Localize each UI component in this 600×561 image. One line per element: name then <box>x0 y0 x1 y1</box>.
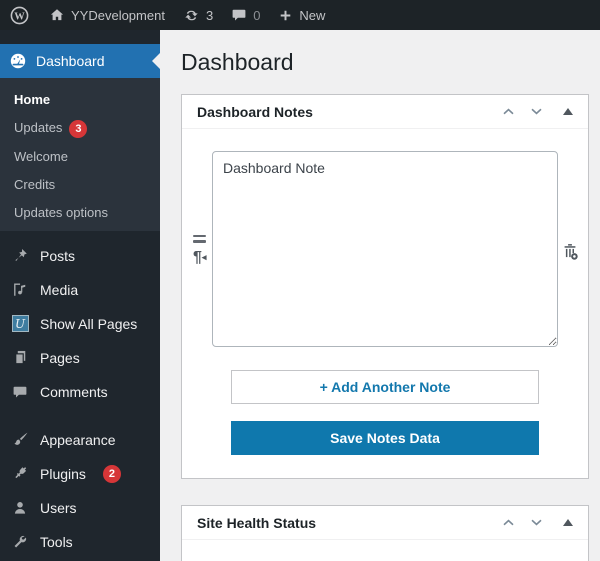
new-content-menu[interactable]: New <box>269 0 334 30</box>
updates-menu[interactable]: 3 <box>174 0 222 30</box>
sidebar-item-show-all-pages[interactable]: U Show All Pages <box>0 307 160 341</box>
admin-sidebar: Dashboard Home Updates 3 Welcome Credits … <box>0 30 160 561</box>
panel-title: Dashboard Notes <box>197 103 313 120</box>
sidebar-item-users[interactable]: Users <box>0 491 160 525</box>
menu-separator <box>0 409 160 423</box>
move-up-button[interactable] <box>501 104 516 119</box>
submenu-item-welcome[interactable]: Welcome <box>0 143 160 171</box>
sidebar-item-label: Media <box>40 281 79 298</box>
show-all-pages-plugin-icon: U <box>11 315 29 333</box>
submenu-label: Home <box>14 92 51 107</box>
submenu-item-updates-options[interactable]: Updates options <box>0 199 160 227</box>
chevron-up-icon <box>503 108 514 115</box>
paragraph-rtl-icon[interactable]: ¶◂ <box>193 248 207 266</box>
site-health-header: Site Health Status <box>182 506 588 540</box>
chevron-up-icon <box>503 519 514 526</box>
wordpress-logo-menu[interactable]: W <box>0 0 40 30</box>
chevron-down-icon <box>531 519 542 526</box>
pages-icon <box>10 349 30 366</box>
plugin-icon <box>10 465 30 482</box>
submenu-label: Welcome <box>14 148 68 164</box>
site-name-menu[interactable]: YYDevelopment <box>40 0 174 30</box>
dashboard-submenu: Home Updates 3 Welcome Credits Updates op… <box>0 78 160 231</box>
wordpress-logo-icon: W <box>10 6 29 24</box>
wrench-icon <box>10 534 30 550</box>
collapse-toggle-icon[interactable] <box>563 108 573 115</box>
sidebar-item-label: Pages <box>40 349 80 366</box>
sidebar-item-plugins[interactable]: Plugins 2 <box>0 457 160 491</box>
dashboard-gauge-icon <box>10 53 26 69</box>
sidebar-item-label: Plugins <box>40 465 86 482</box>
trash-icon <box>564 244 578 260</box>
pushpin-icon <box>10 247 30 264</box>
comments-icon <box>10 384 30 400</box>
delete-note-button[interactable] <box>560 242 580 267</box>
updates-count: 3 <box>205 7 214 23</box>
submenu-label: Updates <box>14 120 63 135</box>
add-another-note-button[interactable]: + Add Another Note <box>231 370 539 404</box>
home-icon <box>50 9 64 21</box>
sidebar-item-posts[interactable]: Posts <box>0 239 160 273</box>
sidebar-item-dashboard[interactable]: Dashboard <box>0 44 160 78</box>
updates-badge: 3 <box>69 119 88 138</box>
dashboard-notes-panel: Dashboard Notes Dashbo <box>181 94 589 479</box>
submenu-label: Updates options <box>14 204 108 220</box>
svg-text:W: W <box>14 11 25 22</box>
collapse-toggle-icon[interactable] <box>563 519 573 526</box>
paintbrush-icon <box>10 431 30 448</box>
sidebar-item-label: Tools <box>40 533 73 550</box>
comment-icon <box>232 9 246 21</box>
menu-separator <box>0 231 160 239</box>
submenu-item-updates[interactable]: Updates 3 <box>0 114 160 143</box>
move-down-button[interactable] <box>529 104 544 119</box>
site-health-panel: Site Health Status <box>181 505 589 561</box>
chevron-down-icon <box>531 108 542 115</box>
sidebar-item-pages[interactable]: Pages <box>0 341 160 375</box>
move-up-button[interactable] <box>501 515 516 530</box>
admin-bar: W YYDevelopment 3 0 New <box>0 0 600 30</box>
sidebar-item-label: Comments <box>40 383 108 400</box>
comments-count: 0 <box>253 7 261 23</box>
new-label: New <box>299 7 326 23</box>
plus-icon <box>281 10 291 20</box>
sidebar-item-label: Show All Pages <box>40 315 138 332</box>
sidebar-item-label: Dashboard <box>36 53 105 69</box>
media-icon <box>10 281 30 298</box>
sidebar-item-label: Users <box>40 499 77 516</box>
site-health-body <box>182 540 588 561</box>
sidebar-item-label: Appearance <box>40 431 116 448</box>
submenu-item-home[interactable]: Home <box>0 86 160 114</box>
sidebar-item-media[interactable]: Media <box>0 273 160 307</box>
submenu-label: Credits <box>14 176 56 192</box>
move-down-button[interactable] <box>529 515 544 530</box>
sidebar-item-appearance[interactable]: Appearance <box>0 423 160 457</box>
note-textarea[interactable]: Dashboard Note <box>212 151 558 347</box>
save-notes-data-button[interactable]: Save Notes Data <box>231 421 539 455</box>
panel-title: Site Health Status <box>197 514 317 531</box>
plugins-badge: 2 <box>102 464 121 483</box>
comments-menu[interactable]: 0 <box>222 0 269 30</box>
dashboard-notes-header: Dashboard Notes <box>182 95 588 129</box>
update-icon <box>185 10 198 20</box>
site-name: YYDevelopment <box>71 7 165 23</box>
page-title: Dashboard <box>181 49 294 75</box>
sidebar-item-label: Posts <box>40 247 76 264</box>
submenu-item-credits[interactable]: Credits <box>0 171 160 199</box>
sidebar-item-tools[interactable]: Tools <box>0 525 160 559</box>
main-content: Dashboard Dashboard Notes <box>160 30 600 561</box>
dashboard-notes-body: Dashboard Note + Add Another Note Save N… <box>182 129 588 455</box>
user-icon <box>10 500 30 516</box>
drag-handle-icon[interactable] <box>193 235 207 243</box>
sidebar-item-comments[interactable]: Comments <box>0 375 160 409</box>
